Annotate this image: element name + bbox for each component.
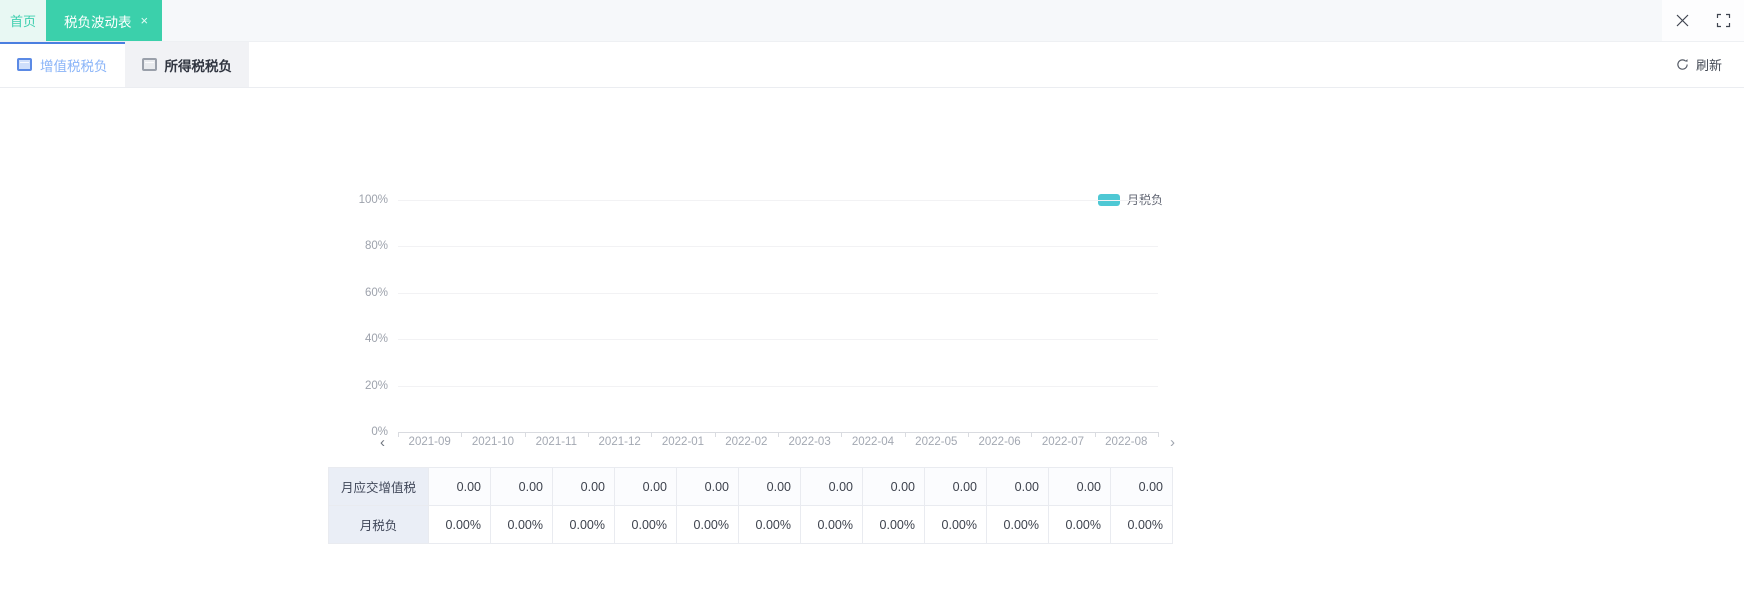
table-row: 月税负 0.00% 0.00% 0.00% 0.00% 0.00% 0.00% 0.00% 0.… — [328, 505, 1173, 544]
chart-x-axis-tick — [1158, 432, 1159, 437]
table-cell: 0.00% — [1110, 505, 1173, 544]
chart-gridline — [398, 292, 1158, 294]
table-cell: 0.00% — [490, 505, 553, 544]
table-cell: 0.00 — [1110, 467, 1173, 506]
tax-burden-data-table: 月应交增值税 0.00 0.00 0.00 0.00 0.00 0.00 0.00 0.00 0.… — [328, 467, 1173, 544]
chart-y-axis-label: 0% — [371, 426, 388, 438]
table-cell: 0.00 — [738, 467, 801, 506]
tab-vat-tax-burden[interactable]: 增值税税负 — [0, 42, 125, 87]
table-cell: 0.00 — [800, 467, 863, 506]
chart-x-axis-tick — [968, 432, 969, 437]
table-cell: 0.00% — [800, 505, 863, 544]
table-cell: 0.00% — [738, 505, 801, 544]
chart-x-axis-tick — [524, 432, 526, 437]
chart-x-axis-tick — [778, 432, 779, 437]
chart-x-axis-labels: 2021-09 2021-10 2021-11 2021-12 2022-01 2022-… — [398, 436, 1158, 448]
sub-tab-bar-spacer — [249, 42, 1676, 87]
chart-y-axis-label: 40% — [364, 333, 388, 346]
chart-gridline — [398, 339, 1158, 341]
table-cell: 0.00 — [1048, 467, 1111, 506]
sub-tab-bar: 增值税税负 所得税税负 刷新 — [0, 42, 1744, 88]
table-cell: 0.00% — [614, 505, 677, 544]
refresh-button[interactable]: 刷新 — [1676, 42, 1744, 87]
chart-y-axis-label: 80% — [364, 240, 388, 253]
chart-plot-area: 100% 80% 60% 40% 20% 0% — [359, 194, 1159, 438]
table-cell: 0.00% — [552, 505, 615, 544]
tab-tax-burden-report-label: 税负波动表 — [64, 14, 132, 30]
table-row-header: 月税负 — [328, 505, 429, 544]
tab-income-tax-burden-label: 所得税税负 — [164, 58, 233, 74]
chart-x-axis-label: 2022-02 — [725, 436, 768, 448]
table-cell: 0.00% — [1048, 505, 1111, 544]
table-cell: 0.00 — [924, 467, 987, 506]
chart-next-page-arrow[interactable]: › — [1170, 434, 1175, 451]
chart-prev-page-arrow[interactable]: ‹ — [380, 434, 385, 451]
refresh-icon — [1676, 58, 1689, 71]
tab-bar-filler — [162, 0, 1662, 41]
chart-x-axis-tick — [588, 432, 589, 437]
chart-x-axis-tick — [841, 432, 843, 437]
tab-home-label: 首页 — [9, 14, 36, 29]
report-content: 月税负 100% 80% 60% 40% 20% 0% 2021-09 2021-10 202… — [0, 88, 1744, 613]
table-cell: 0.00 — [986, 467, 1049, 506]
window-tab-bar: 首页 税负波动表 × — [0, 0, 1744, 42]
chart-x-axis-label: 2021-10 — [471, 436, 515, 448]
chart-gridline — [398, 385, 1158, 387]
table-cell: 0.00 — [862, 467, 925, 506]
chart-x-axis-tick — [398, 432, 399, 437]
legend-swatch-monthly-tax-burden — [1098, 193, 1120, 206]
close-icon[interactable] — [1662, 0, 1703, 41]
chart-y-axis-label: 100% — [358, 194, 388, 206]
table-cell: 0.00% — [676, 505, 739, 544]
chart-x-axis-tick — [1031, 432, 1033, 437]
tab-income-tax-burden[interactable]: 所得税税负 — [124, 42, 249, 87]
chart-x-axis-label: 2022-05 — [915, 436, 958, 448]
tab-tax-burden-report[interactable]: 税负波动表 × — [46, 0, 163, 41]
table-cell: 0.00% — [428, 505, 491, 544]
table-cell: 0.00% — [986, 505, 1049, 544]
vat-report-icon — [17, 58, 32, 71]
chart-x-axis-label: 2022-01 — [661, 436, 705, 448]
table-cell: 0.00% — [924, 505, 987, 544]
table-cell: 0.00 — [428, 467, 491, 506]
chart-x-axis-label: 2022-04 — [851, 436, 895, 448]
chart-x-axis-label: 2021-11 — [535, 436, 577, 448]
chart-x-axis-tick — [1094, 432, 1096, 437]
chart-x-axis-tick — [461, 432, 463, 437]
chart-y-axis-label: 20% — [364, 379, 388, 392]
tab-close-icon[interactable]: × — [140, 13, 149, 28]
chart-x-axis-label: 2021-12 — [598, 436, 641, 448]
chart-x-axis-label: 2022-08 — [1105, 436, 1148, 448]
chart-x-axis-label: 2022-07 — [1041, 436, 1085, 448]
tab-vat-tax-burden-label: 增值税税负 — [40, 58, 108, 74]
table-cell: 0.00 — [552, 467, 615, 506]
income-tax-report-icon — [141, 58, 157, 71]
fullscreen-icon[interactable] — [1703, 0, 1744, 41]
chart-x-axis-label: 2021-09 — [408, 436, 451, 448]
table-cell: 0.00 — [676, 467, 739, 506]
chart-gridline — [398, 200, 1158, 201]
window-buttons — [1662, 0, 1744, 41]
chart-gridline — [398, 246, 1158, 248]
chart-x-axis-tick — [651, 432, 653, 437]
chart-x-axis-label: 2022-03 — [788, 436, 831, 448]
table-row: 月应交增值税 0.00 0.00 0.00 0.00 0.00 0.00 0.00 0.00 0.… — [328, 467, 1173, 506]
table-row-header: 月应交增值税 — [328, 467, 429, 506]
table-cell: 0.00 — [614, 467, 677, 506]
table-cell: 0.00% — [862, 505, 925, 544]
chart-x-axis-tick — [904, 432, 906, 437]
table-cell: 0.00 — [490, 467, 553, 506]
tab-home[interactable]: 首页 — [0, 0, 46, 41]
chart-x-axis-label: 2022-06 — [978, 436, 1021, 448]
chart-y-axis-label: 60% — [364, 286, 388, 299]
chart-x-axis-tick — [714, 432, 716, 437]
refresh-label: 刷新 — [1695, 58, 1722, 73]
